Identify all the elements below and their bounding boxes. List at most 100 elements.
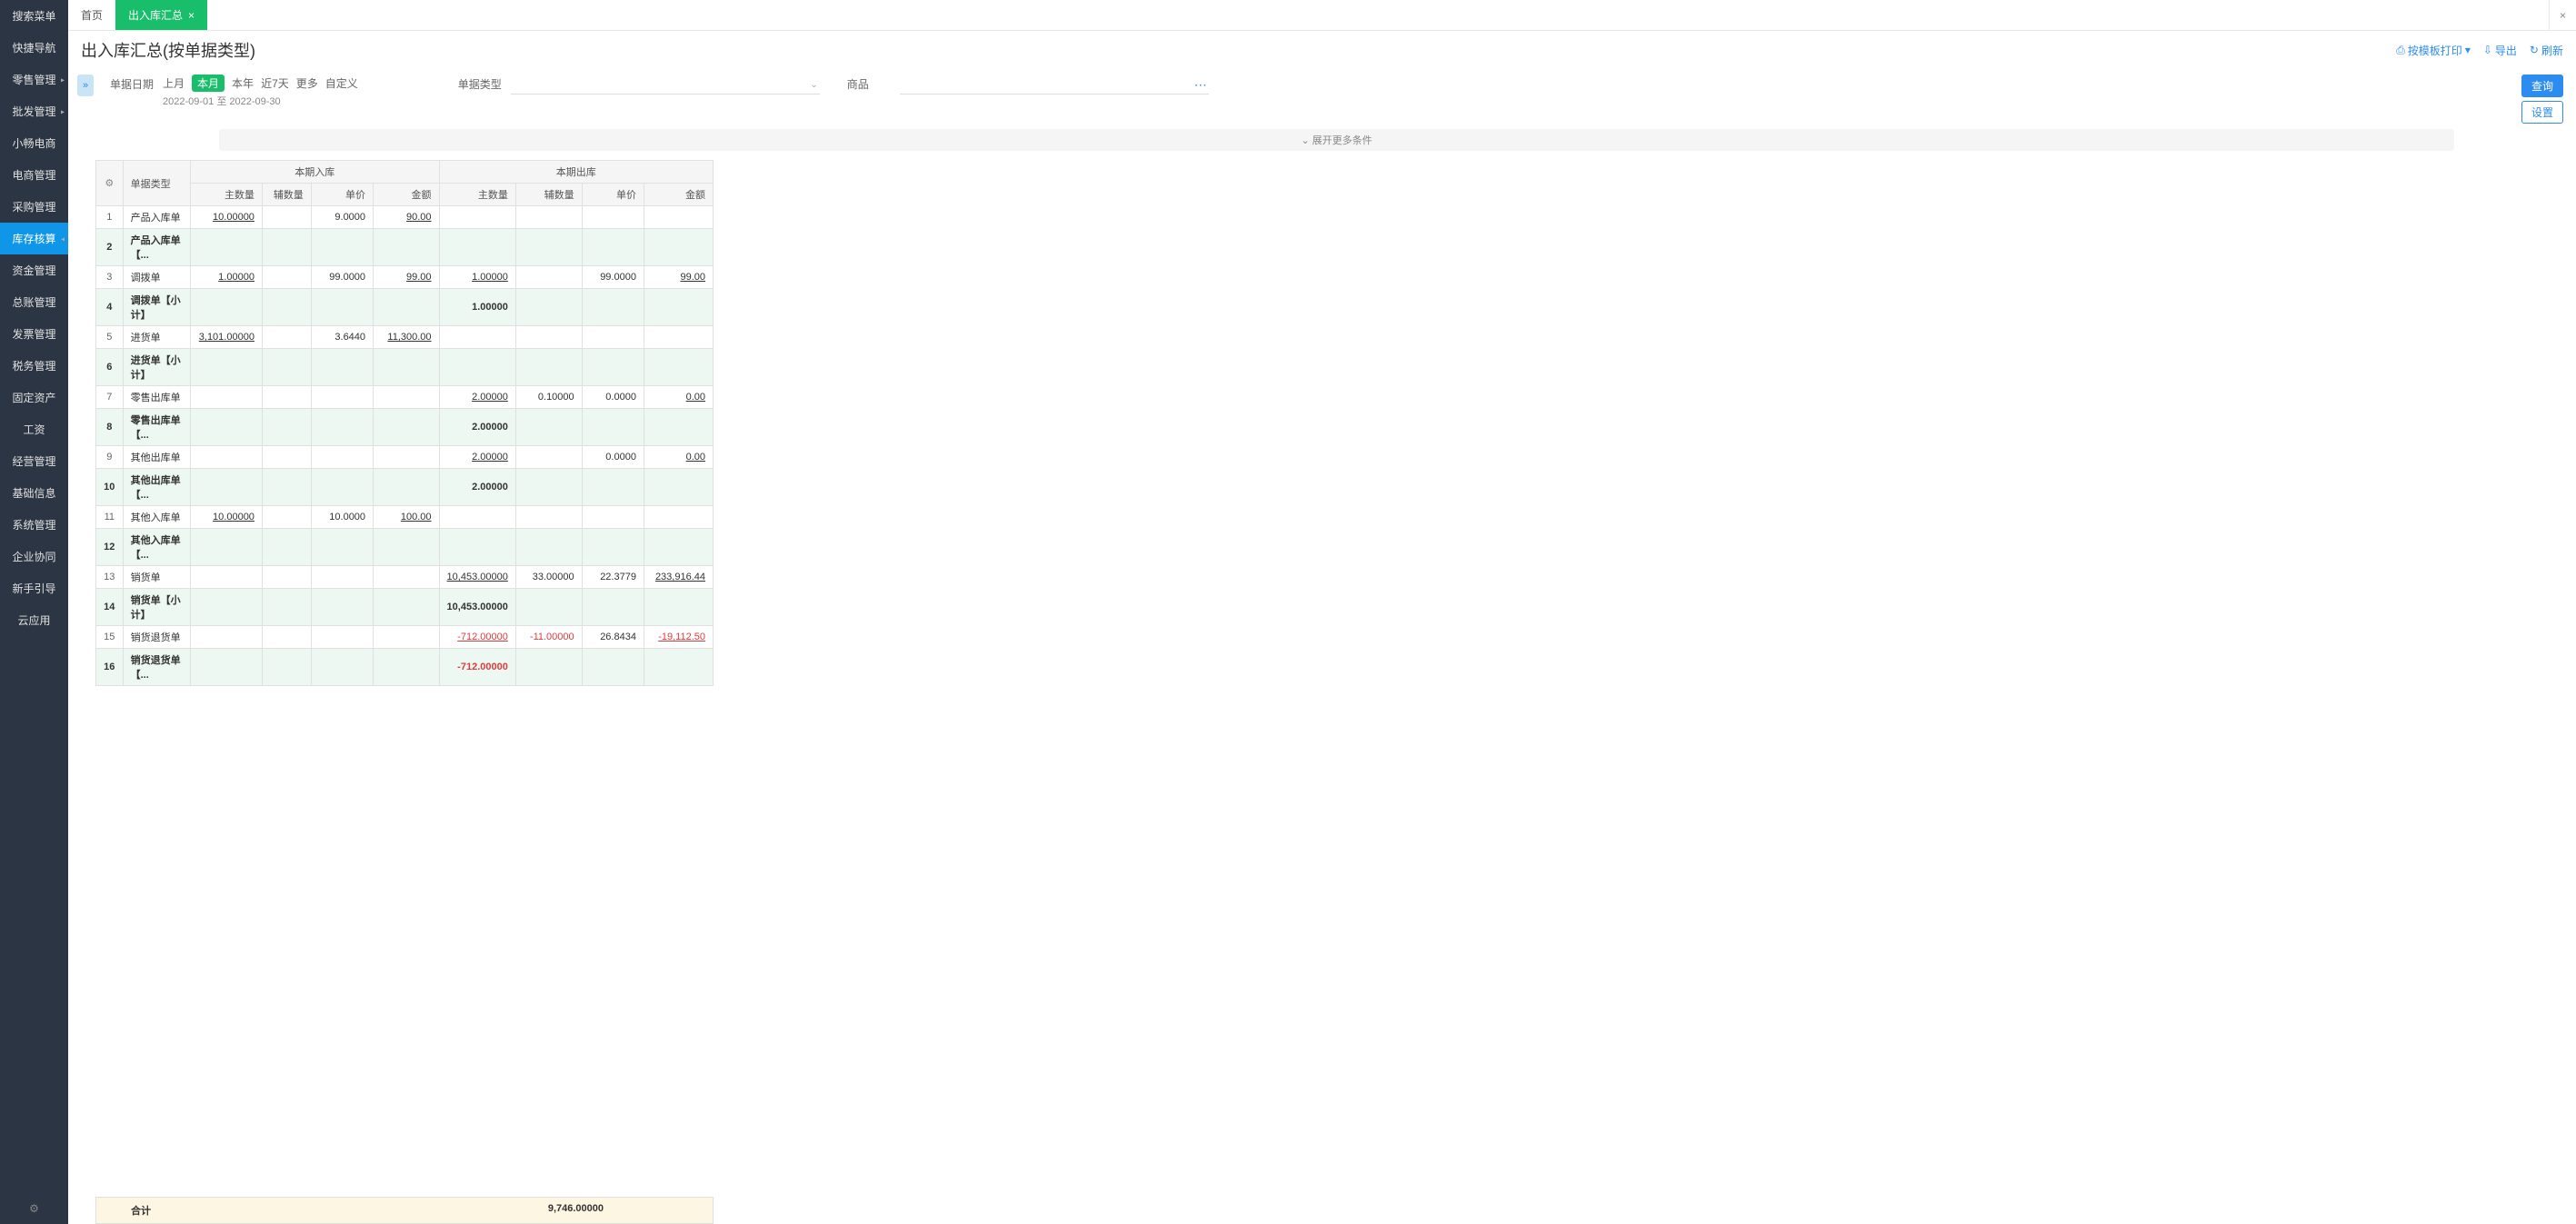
sidebar-item-4[interactable]: 小畅电商	[0, 127, 68, 159]
sidebar-item-8[interactable]: 资金管理	[0, 254, 68, 286]
refresh-icon: ↻	[2530, 44, 2539, 56]
sidebar-item-14[interactable]: 经营管理	[0, 445, 68, 477]
table-row: 16销货退货单【...-712.00000	[96, 649, 714, 686]
gear-column-header[interactable]: ⚙	[96, 161, 124, 206]
col-group-in: 本期入库	[190, 161, 439, 184]
table-row: 10其他出库单【...2.00000	[96, 469, 714, 506]
product-input[interactable]	[900, 75, 1209, 95]
chevron-down-icon: ⌄	[1301, 135, 1312, 146]
table-row: 8零售出库单【...2.00000	[96, 409, 714, 446]
sidebar-item-2[interactable]: 零售管理 ▸	[0, 64, 68, 95]
date-range-text: 2022-09-01 至 2022-09-30	[163, 94, 358, 108]
tabbar: 首页 出入库汇总 × ×	[68, 0, 2576, 31]
filter-product: 商品 ⋯	[847, 75, 1209, 95]
export-icon: ⇩	[2483, 44, 2492, 56]
sidebar-item-label: 云应用	[17, 614, 50, 627]
col-out-amt: 金额	[644, 184, 713, 206]
sidebar-settings[interactable]: ⚙	[0, 1193, 68, 1224]
filter-date: 单据日期 上月本月本年近7天更多自定义 2022-09-01 至 2022-09…	[110, 75, 358, 108]
table-row: 9其他出库单2.000000.00000.00	[96, 446, 714, 469]
sidebar-item-13[interactable]: 工资	[0, 413, 68, 445]
sidebar-item-17[interactable]: 企业协同	[0, 541, 68, 572]
chevron-right-icon: ◂	[61, 234, 65, 243]
refresh-label: 刷新	[2541, 43, 2563, 58]
expand-filters[interactable]: ⌄ 展开更多条件	[219, 129, 2454, 151]
col-out-aux: 辅数量	[515, 184, 582, 206]
summary-table: ⚙ 单据类型 本期入库 本期出库 主数量 辅数量 单价 金额 主数量 辅数量 单…	[95, 160, 714, 686]
sidebar-item-5[interactable]: 电商管理	[0, 159, 68, 191]
export-label: 导出	[2495, 43, 2517, 58]
sidebar-item-12[interactable]: 固定资产	[0, 382, 68, 413]
sidebar-item-18[interactable]: 新手引导	[0, 572, 68, 604]
sidebar-item-label: 电商管理	[12, 169, 55, 182]
date-option-1[interactable]: 本月	[192, 75, 225, 92]
sidebar-item-label: 库存核算	[12, 233, 55, 245]
settings-button[interactable]: 设置	[2521, 101, 2563, 124]
col-in-main: 主数量	[190, 184, 262, 206]
date-option-3[interactable]: 近7天	[261, 75, 289, 91]
print-button[interactable]: ⎙ 按模板打印 ▾	[2396, 43, 2471, 58]
sidebar-item-label: 经营管理	[12, 455, 55, 468]
sidebar-item-label: 基础信息	[12, 487, 55, 500]
refresh-button[interactable]: ↻ 刷新	[2530, 43, 2563, 58]
table-row: 11其他入库单10.0000010.0000100.00	[96, 506, 714, 529]
date-option-2[interactable]: 本年	[232, 75, 254, 91]
sidebar-item-label: 采购管理	[12, 201, 55, 214]
sidebar-item-label: 发票管理	[12, 328, 55, 341]
search-button[interactable]: 查询	[2521, 75, 2563, 97]
chevron-right-icon: ▸	[61, 75, 65, 84]
sidebar-item-3[interactable]: 批发管理▸	[0, 95, 68, 127]
gear-icon: ⚙	[105, 178, 114, 189]
col-in-amt: 金额	[374, 184, 440, 206]
close-icon[interactable]: ×	[188, 9, 195, 22]
table-row: 7零售出库单2.000000.100000.00000.00	[96, 386, 714, 409]
table-row: 6进货单【小计】	[96, 349, 714, 386]
filter-collapse-toggle[interactable]: »	[77, 75, 94, 96]
filter-doctype: 单据类型 ⌄	[458, 75, 820, 95]
table-row: 2产品入库单【...	[96, 229, 714, 266]
print-icon: ⎙	[2396, 44, 2405, 57]
date-option-0[interactable]: 上月	[163, 75, 185, 91]
date-option-4[interactable]: 更多	[296, 75, 318, 91]
chevron-down-icon: ▾	[2465, 44, 2471, 56]
sidebar-item-9[interactable]: 总账管理	[0, 286, 68, 318]
table-row: 4调拨单【小计】1.00000	[96, 289, 714, 326]
table-row: 3调拨单1.0000099.000099.001.0000099.000099.…	[96, 266, 714, 289]
sidebar-item-15[interactable]: 基础信息	[0, 477, 68, 509]
tab-active[interactable]: 出入库汇总 ×	[115, 0, 207, 30]
gear-icon: ⚙	[29, 1202, 39, 1215]
tab-home[interactable]: 首页	[68, 0, 115, 30]
filter-area: » 单据日期 上月本月本年近7天更多自定义 2022-09-01 至 2022-…	[68, 69, 2576, 151]
col-in-aux: 辅数量	[262, 184, 311, 206]
doctype-input[interactable]	[511, 75, 820, 95]
sidebar-item-label: 零售管理	[12, 74, 55, 86]
sidebar-item-0[interactable]: 搜索菜单	[0, 0, 68, 32]
chevron-down-icon[interactable]: ⌄	[810, 80, 817, 90]
table-row: 5进货单3,101.000003.644011,300.00	[96, 326, 714, 349]
sidebar-item-16[interactable]: 系统管理	[0, 509, 68, 541]
close-all-tabs[interactable]: ×	[2549, 0, 2576, 30]
sidebar-item-10[interactable]: 发票管理	[0, 318, 68, 350]
table-row: 12其他入库单【...	[96, 529, 714, 566]
sidebar-item-19[interactable]: 云应用	[0, 604, 68, 636]
sidebar-item-label: 税务管理	[12, 360, 55, 373]
sidebar-item-label: 固定资产	[12, 392, 55, 404]
table-area: ⚙ 单据类型 本期入库 本期出库 主数量 辅数量 单价 金额 主数量 辅数量 单…	[68, 151, 2576, 1224]
product-picker-icon[interactable]: ⋯	[1194, 77, 1207, 93]
col-out-main: 主数量	[439, 184, 515, 206]
sidebar-item-11[interactable]: 税务管理	[0, 350, 68, 382]
export-button[interactable]: ⇩ 导出	[2483, 43, 2517, 58]
table-footer: 合计 9,746.00000	[95, 1197, 714, 1224]
sidebar-item-label: 总账管理	[12, 296, 55, 309]
sidebar-item-label: 工资	[23, 423, 45, 436]
sidebar-item-label: 系统管理	[12, 519, 55, 532]
sidebar-item-6[interactable]: 采购管理	[0, 191, 68, 223]
tab-home-label: 首页	[81, 7, 103, 23]
sidebar-item-label: 企业协同	[12, 551, 55, 563]
sidebar-item-1[interactable]: 快捷导航	[0, 32, 68, 64]
col-out-price: 单价	[582, 184, 644, 206]
sidebar-item-label: 快捷导航	[12, 42, 55, 55]
date-option-5[interactable]: 自定义	[325, 75, 358, 91]
sidebar: 搜索菜单快捷导航零售管理 ▸ 批发管理▸小畅电商电商管理采购管理库存核算 ◂ 资金管理总…	[0, 0, 68, 1224]
sidebar-item-7[interactable]: 库存核算 ◂	[0, 223, 68, 254]
